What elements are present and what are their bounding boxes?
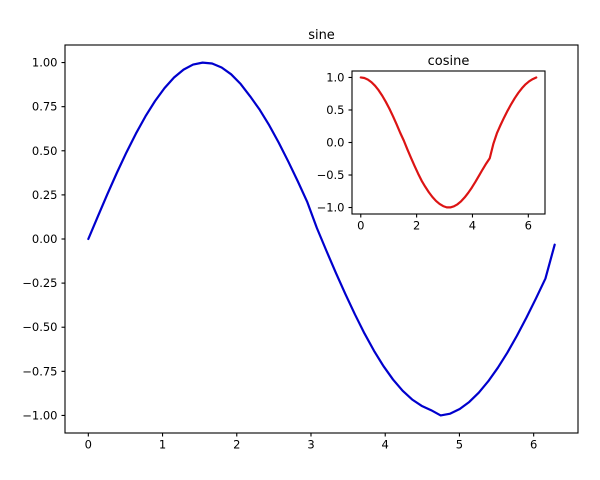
x-tick-label: 5 [456,438,463,452]
y-tick-label: −1.00 [22,408,57,422]
y-tick-label: 1.00 [32,56,58,70]
main-axes-title: sine [308,28,335,43]
y-tick-label: 0.00 [32,232,58,246]
x-tick-label: 1 [159,438,166,452]
cosine-curve [359,76,538,209]
x-tick-label: 3 [307,438,314,452]
x-tick-label: 6 [530,438,537,452]
main-x-tick-group: 0 1 2 3 4 5 6 [85,433,537,452]
sine-curve [87,61,556,417]
inset-axes-spines [351,70,546,215]
inset-axes-background [352,71,545,214]
y-tick-label: −1.0 [317,201,345,215]
inset-axes-title: cosine [428,54,470,69]
y-tick-label: 0.0 [326,136,344,150]
main-axes-spines [64,44,579,434]
inset-y-tick-group: 1.0 0.5 0.0 −0.5 −1.0 [317,70,352,215]
main-y-tick-group: 1.00 0.75 0.50 0.25 0.00 −0.25 −0.50 −0.75 −1.00 [22,56,65,422]
y-tick-label: −0.50 [22,320,57,334]
y-tick-label: 0.50 [32,144,58,158]
x-tick-label: 0 [357,219,364,233]
x-tick-label: 0 [85,438,92,452]
y-tick-label: 0.5 [326,103,344,117]
y-tick-label: 1.0 [326,70,344,84]
x-tick-label: 6 [525,219,532,233]
x-tick-label: 4 [469,219,476,233]
y-tick-label: −0.25 [22,276,57,290]
x-tick-label: 2 [413,219,420,233]
inset-x-tick-group: 0 2 4 6 [357,214,532,233]
y-tick-label: −0.75 [22,364,57,378]
x-tick-label: 2 [233,438,240,452]
y-tick-label: 0.75 [32,100,58,114]
x-tick-label: 4 [382,438,389,452]
y-tick-label: −0.5 [317,168,345,182]
y-tick-label: 0.25 [32,188,58,202]
inset-axes: 0 2 4 6 1.0 0.5 0.0 −0.5 −1.0 cosine [317,54,546,233]
